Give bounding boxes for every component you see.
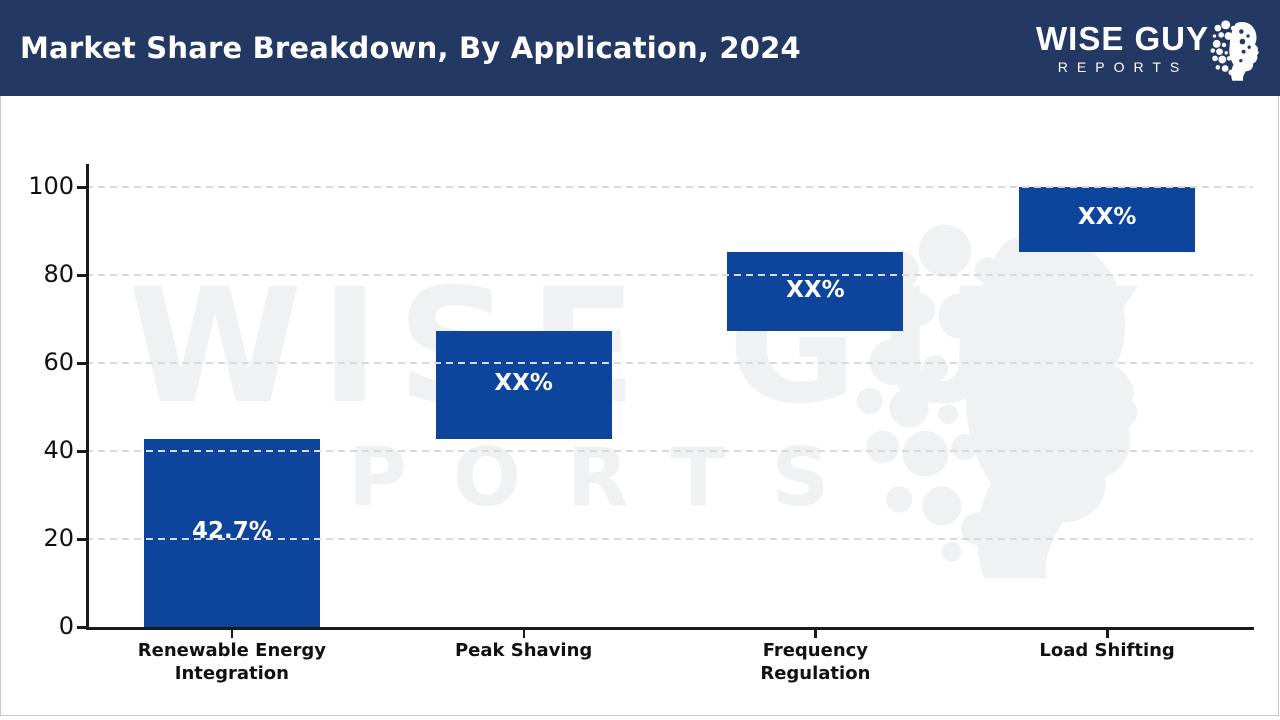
- logo-subtext: REPORTS: [1057, 58, 1189, 75]
- logo-wordmark: WISE GUY: [1036, 20, 1210, 57]
- gridline-100: [86, 186, 1253, 188]
- bar-segment: [143, 439, 320, 627]
- bar-value-label: XX%: [494, 370, 553, 397]
- x-tick: [522, 629, 526, 638]
- x-tick: [1106, 629, 1109, 638]
- y-tick-60: [77, 362, 86, 365]
- chart-title: Market Share Breakdown, By Application, …: [20, 31, 801, 65]
- y-tick-label-40: 40: [43, 436, 74, 464]
- wiseguy-logo: WISE GUY REPORTS: [1006, 6, 1266, 92]
- y-tick-label-80: 80: [43, 260, 74, 288]
- y-tick-100: [77, 186, 86, 189]
- x-category-label: Renewable Energy Integration: [137, 640, 326, 684]
- x-category-label: Peak Shaving: [454, 640, 593, 661]
- wiseguy-head-icon: [1210, 20, 1259, 81]
- y-axis-line: [86, 164, 89, 629]
- x-tick: [230, 629, 234, 638]
- y-tick-label-0: 0: [58, 612, 74, 640]
- gridline-20: [86, 538, 1253, 540]
- bar-segment: [435, 331, 612, 440]
- header-bar: Market Share Breakdown, By Application, …: [0, 0, 1280, 96]
- x-category-label: Frequency Regulation: [760, 640, 871, 684]
- gridline-80: [86, 274, 1253, 276]
- y-tick-label-60: 60: [43, 348, 74, 376]
- bar-segment: [727, 251, 904, 332]
- x-tick: [814, 629, 817, 638]
- y-tick-label-20: 20: [43, 524, 74, 552]
- gridline-40: [86, 450, 1253, 452]
- bar-value-label: XX%: [786, 276, 845, 303]
- y-tick-label-100: 100: [28, 172, 74, 200]
- watermark-head-icon: [856, 224, 1138, 578]
- bar-segment: [1019, 187, 1196, 252]
- x-category-label: Load Shifting: [1039, 640, 1175, 661]
- bar-value-label: 42.7%: [191, 518, 272, 545]
- y-tick-0: [77, 626, 86, 629]
- x-axis-line: [86, 627, 1254, 630]
- y-tick-40: [77, 450, 86, 453]
- y-tick-80: [77, 274, 86, 277]
- bar-value-label: XX%: [1077, 204, 1137, 231]
- y-tick-20: [77, 538, 86, 541]
- gridline-60: [86, 362, 1253, 364]
